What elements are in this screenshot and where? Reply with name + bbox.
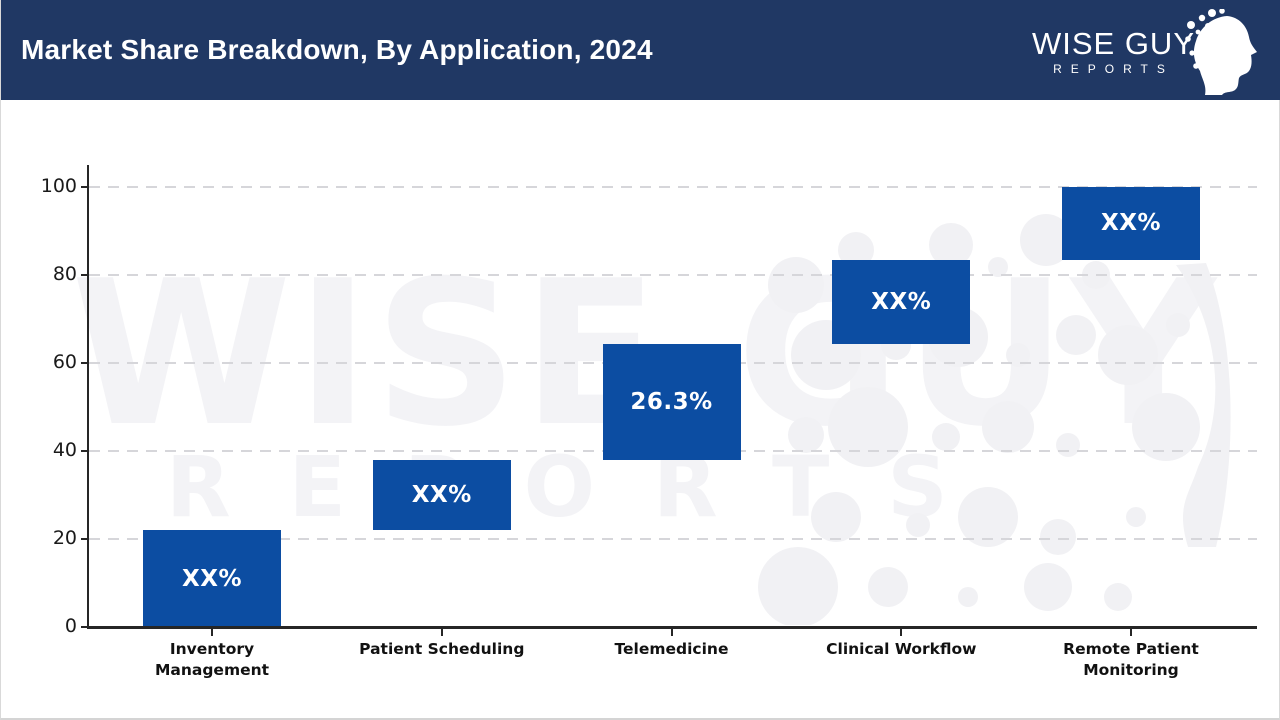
y-tick-label: 0 [64, 615, 77, 637]
bar: XX% [1062, 187, 1200, 260]
y-tick-label: 80 [52, 263, 77, 285]
logo-head-icon [1185, 9, 1257, 95]
bar-value-label: XX% [411, 481, 472, 508]
x-tick-mark [900, 629, 903, 636]
bar-value-label: 26.3% [630, 388, 713, 415]
x-tick-label: Patient Scheduling [327, 639, 557, 660]
y-tick-mark [81, 626, 89, 628]
y-tick-label: 20 [52, 527, 77, 549]
bar-value-label: XX% [871, 288, 932, 315]
x-tick-mark [440, 629, 443, 636]
y-tick-label: 40 [52, 439, 77, 461]
y-tick-label: 100 [40, 175, 77, 197]
brand-logo: WISE GUY REPORTS [1032, 9, 1259, 95]
x-tick-mark [1130, 629, 1132, 636]
x-axis-line [87, 626, 1257, 629]
bar: XX% [372, 459, 511, 531]
logo-text: WISE GUY REPORTS [1031, 25, 1195, 76]
x-tick-label-line: Telemedicine [614, 640, 729, 658]
bar: XX% [832, 259, 971, 345]
y-tick-mark [81, 538, 89, 540]
y-axis-line [87, 165, 89, 627]
x-tick-label-line: Management [154, 661, 270, 679]
x-tick-label-line: Monitoring [1083, 661, 1179, 679]
x-tick-label-line: Remote Patient [1063, 640, 1199, 658]
y-tick-mark [81, 450, 89, 452]
x-tick-label-line: Patient Scheduling [359, 640, 525, 658]
y-tick-mark [81, 186, 89, 188]
y-tick-mark [81, 362, 89, 364]
bar: 26.3% [602, 344, 741, 460]
logo-subtitle: REPORTS [1053, 61, 1174, 76]
watermark-head-icon [758, 214, 1231, 625]
x-tick-label: Clinical Workflow [786, 639, 1016, 660]
bar: XX% [143, 530, 281, 627]
x-tick-label-line: Clinical Workflow [826, 640, 977, 658]
x-tick-mark [211, 629, 213, 636]
y-tick-mark [81, 274, 89, 276]
page-title: Market Share Breakdown, By Application, … [21, 34, 653, 65]
x-tick-label-line: Inventory [169, 640, 255, 658]
logo-wordmark: WISE GUY [1031, 25, 1195, 61]
x-tick-label: Telemedicine [557, 639, 787, 660]
gridline [89, 274, 1257, 276]
gridline [89, 538, 1257, 540]
x-tick-mark [670, 629, 673, 636]
gridline [89, 186, 1257, 188]
x-tick-label: Inventory Management [97, 639, 327, 681]
bar-value-label: XX% [181, 565, 242, 592]
header-bar: Market Share Breakdown, By Application, … [1, 0, 1280, 100]
x-tick-label: Remote Patient Monitoring [1016, 639, 1246, 681]
y-tick-label: 60 [52, 351, 77, 373]
bar-value-label: XX% [1100, 210, 1161, 237]
